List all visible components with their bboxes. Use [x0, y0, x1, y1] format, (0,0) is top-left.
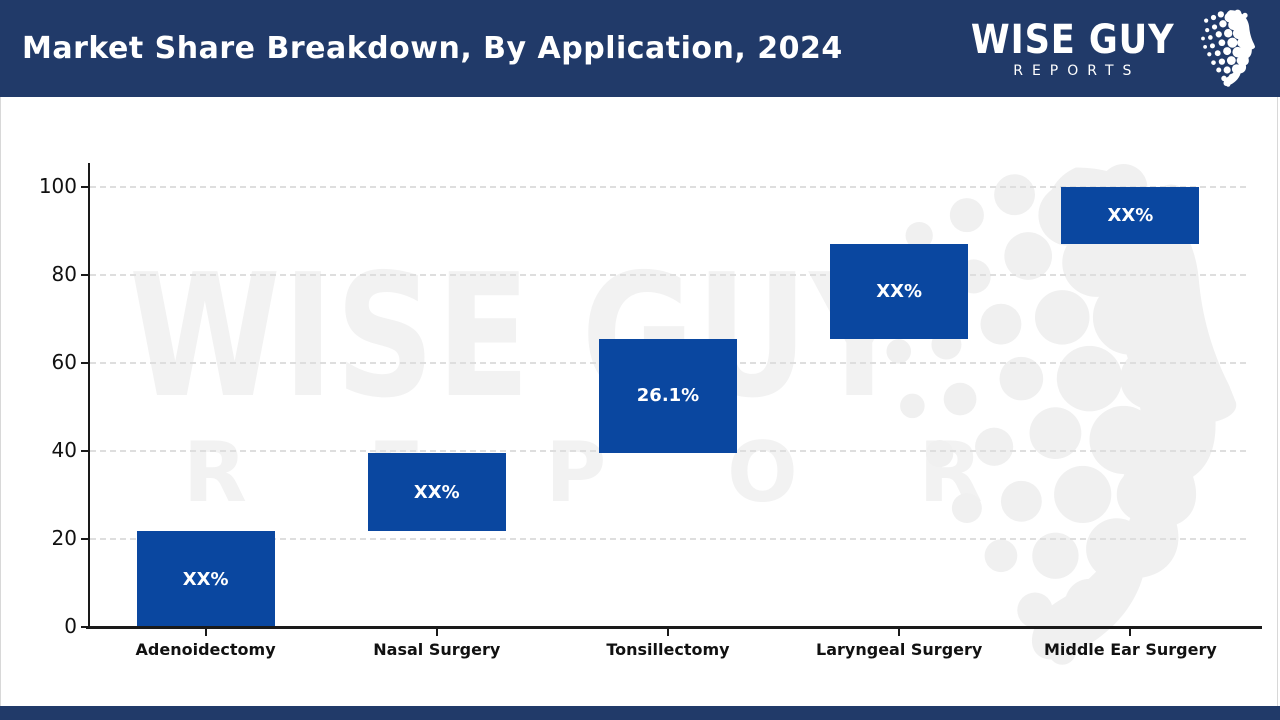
bar-adenoidectomy: XX%: [136, 531, 275, 627]
x-axis-spine: [86, 626, 1262, 629]
logo-line2: REPORTS: [1013, 62, 1141, 79]
bar-nasal-surgery: XX%: [367, 453, 506, 532]
y-tick-mark: [81, 274, 90, 276]
y-tick-label: 80: [51, 262, 77, 286]
logo-wordmark: WISE GUY REPORTS: [957, 20, 1188, 78]
y-tick-mark: [81, 626, 90, 628]
gridline-20: [90, 538, 1246, 540]
x-tick-label: Tonsillectomy: [606, 640, 730, 659]
x-tick-mark: [667, 629, 669, 636]
x-tick-mark: [1129, 629, 1132, 636]
chart-title: Market Share Breakdown, By Application, …: [22, 31, 843, 66]
y-tick-label: 40: [51, 438, 77, 462]
bar-middle-ear-surgery: XX%: [1061, 187, 1200, 244]
plot-area: WISE GUY R E P O R T S 0 20 40 60 80 100 XX% Ad…: [0, 97, 1278, 706]
x-tick-mark: [204, 629, 207, 636]
y-tick-label: 0: [64, 614, 77, 638]
x-tick-label: Laryngeal Surgery: [816, 640, 983, 659]
y-tick-mark: [81, 186, 90, 188]
bar-laryngeal-surgery: XX%: [830, 243, 969, 339]
y-axis-spine: [88, 163, 90, 629]
bar-value-label: XX%: [1107, 204, 1154, 226]
gridline-100: [90, 186, 1246, 188]
y-tick-label: 60: [51, 350, 77, 374]
x-tick-mark: [435, 629, 438, 636]
bar-value-label: XX%: [413, 481, 460, 503]
wise-guy-logo: WISE GUY REPORTS: [957, 7, 1266, 91]
y-tick-mark: [81, 538, 90, 540]
gridline-80: [90, 274, 1246, 276]
x-tick-mark: [898, 629, 901, 636]
footer-bar: [0, 706, 1280, 720]
y-tick-mark: [81, 362, 90, 364]
bar-value-label: 26.1%: [636, 385, 700, 407]
bar-value-label: XX%: [876, 280, 923, 302]
x-tick-label: Middle Ear Surgery: [1043, 640, 1217, 659]
x-tick-label: Adenoidectomy: [135, 640, 276, 659]
bar-tonsillectomy: 26.1%: [599, 338, 737, 454]
header-bar: Market Share Breakdown, By Application, …: [0, 0, 1280, 97]
x-tick-label: Nasal Surgery: [373, 640, 501, 659]
y-tick-label: 20: [51, 526, 77, 550]
y-tick-mark: [81, 450, 90, 452]
watermark-wordmark: WISE GUY: [129, 238, 911, 436]
dotted-head-icon: [1201, 9, 1256, 87]
bar-value-label: XX%: [182, 568, 229, 590]
y-tick-label: 100: [38, 174, 77, 198]
logo-line1: WISE GUY: [970, 16, 1175, 63]
